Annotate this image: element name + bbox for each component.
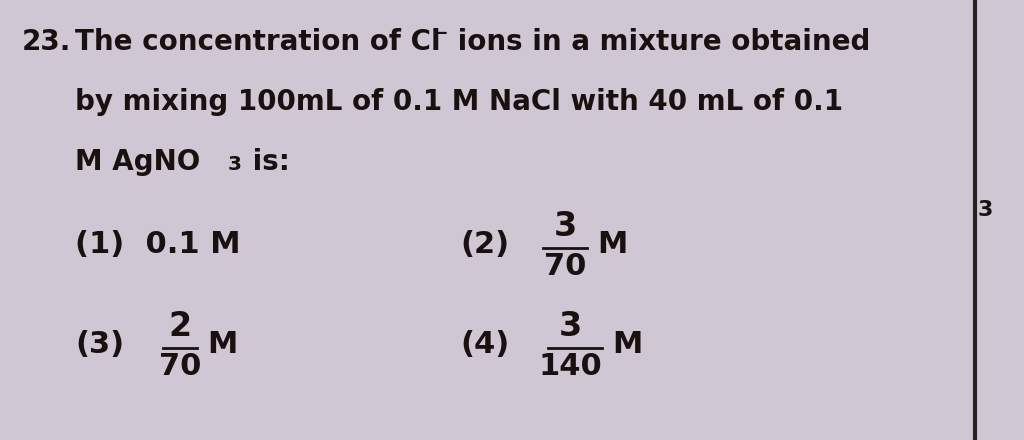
Text: 3: 3 <box>978 200 993 220</box>
Text: 23.: 23. <box>22 28 72 56</box>
Text: −: − <box>432 24 449 43</box>
Text: 3: 3 <box>558 310 582 343</box>
Text: 3: 3 <box>228 155 242 174</box>
Text: (2): (2) <box>460 230 509 259</box>
Text: 2: 2 <box>168 310 191 343</box>
Text: The concentration of Cl: The concentration of Cl <box>75 28 440 56</box>
Text: M AgNO: M AgNO <box>75 148 201 176</box>
Text: ions in a mixture obtained: ions in a mixture obtained <box>449 28 870 56</box>
Text: 140: 140 <box>539 352 602 381</box>
Text: 70: 70 <box>544 252 586 281</box>
Text: (4): (4) <box>460 330 509 359</box>
Text: M: M <box>612 330 642 359</box>
Text: (1)  0.1 M: (1) 0.1 M <box>75 230 241 259</box>
Text: is:: is: <box>243 148 290 176</box>
Text: (3): (3) <box>75 330 124 359</box>
Text: by mixing 100mL of 0.1 M NaCl with 40 mL of 0.1: by mixing 100mL of 0.1 M NaCl with 40 mL… <box>75 88 843 116</box>
Text: M: M <box>597 230 628 259</box>
Text: 70: 70 <box>159 352 201 381</box>
Text: M: M <box>207 330 238 359</box>
Text: 3: 3 <box>553 210 577 243</box>
